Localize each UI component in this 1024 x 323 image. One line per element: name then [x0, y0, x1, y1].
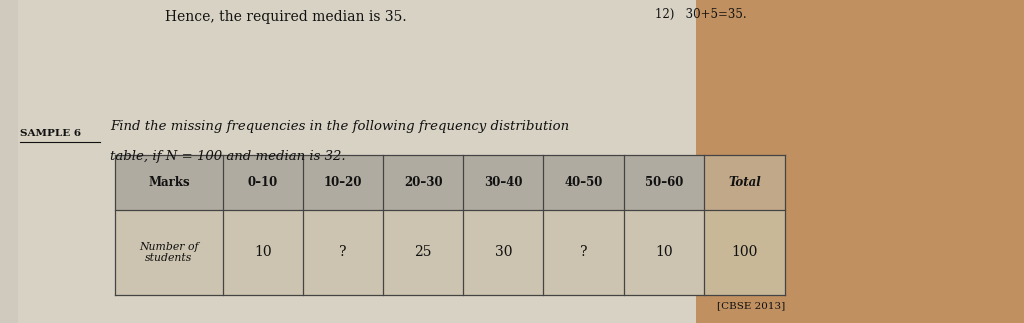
FancyBboxPatch shape: [544, 155, 624, 210]
FancyBboxPatch shape: [696, 0, 1024, 323]
Text: 100: 100: [731, 245, 758, 259]
Text: 50–60: 50–60: [644, 176, 683, 189]
FancyBboxPatch shape: [222, 210, 303, 295]
Text: Total: Total: [728, 176, 761, 189]
FancyBboxPatch shape: [0, 0, 696, 323]
Text: 30–40: 30–40: [484, 176, 522, 189]
FancyBboxPatch shape: [115, 210, 222, 295]
Text: Hence, the required median is 35.: Hence, the required median is 35.: [165, 10, 407, 24]
Text: 10: 10: [254, 245, 271, 259]
FancyBboxPatch shape: [115, 155, 222, 210]
Text: ?: ?: [339, 245, 347, 259]
Text: SAMPLE 6: SAMPLE 6: [20, 129, 81, 138]
FancyBboxPatch shape: [303, 155, 383, 210]
Text: table, if N = 100 and median is 32.: table, if N = 100 and median is 32.: [110, 150, 346, 162]
Text: Find the missing frequencies in the following frequency distribution: Find the missing frequencies in the foll…: [110, 120, 569, 132]
FancyBboxPatch shape: [624, 155, 703, 210]
Text: 12)   30+5=35.: 12) 30+5=35.: [655, 8, 746, 21]
Text: 20–30: 20–30: [403, 176, 442, 189]
Text: ?: ?: [580, 245, 587, 259]
Text: [CBSE 2013]: [CBSE 2013]: [717, 301, 785, 310]
FancyBboxPatch shape: [624, 210, 703, 295]
FancyBboxPatch shape: [383, 155, 463, 210]
FancyBboxPatch shape: [703, 155, 785, 210]
Text: 30: 30: [495, 245, 512, 259]
Text: 40–50: 40–50: [564, 176, 603, 189]
FancyBboxPatch shape: [544, 210, 624, 295]
FancyBboxPatch shape: [463, 155, 544, 210]
FancyBboxPatch shape: [0, 0, 18, 323]
Text: 10–20: 10–20: [324, 176, 362, 189]
Text: Marks: Marks: [148, 176, 189, 189]
Text: Number of
students: Number of students: [139, 242, 199, 263]
FancyBboxPatch shape: [383, 210, 463, 295]
FancyBboxPatch shape: [303, 210, 383, 295]
Text: 0–10: 0–10: [248, 176, 278, 189]
FancyBboxPatch shape: [703, 210, 785, 295]
FancyBboxPatch shape: [463, 210, 544, 295]
Text: 25: 25: [415, 245, 432, 259]
FancyBboxPatch shape: [222, 155, 303, 210]
Text: 10: 10: [655, 245, 673, 259]
